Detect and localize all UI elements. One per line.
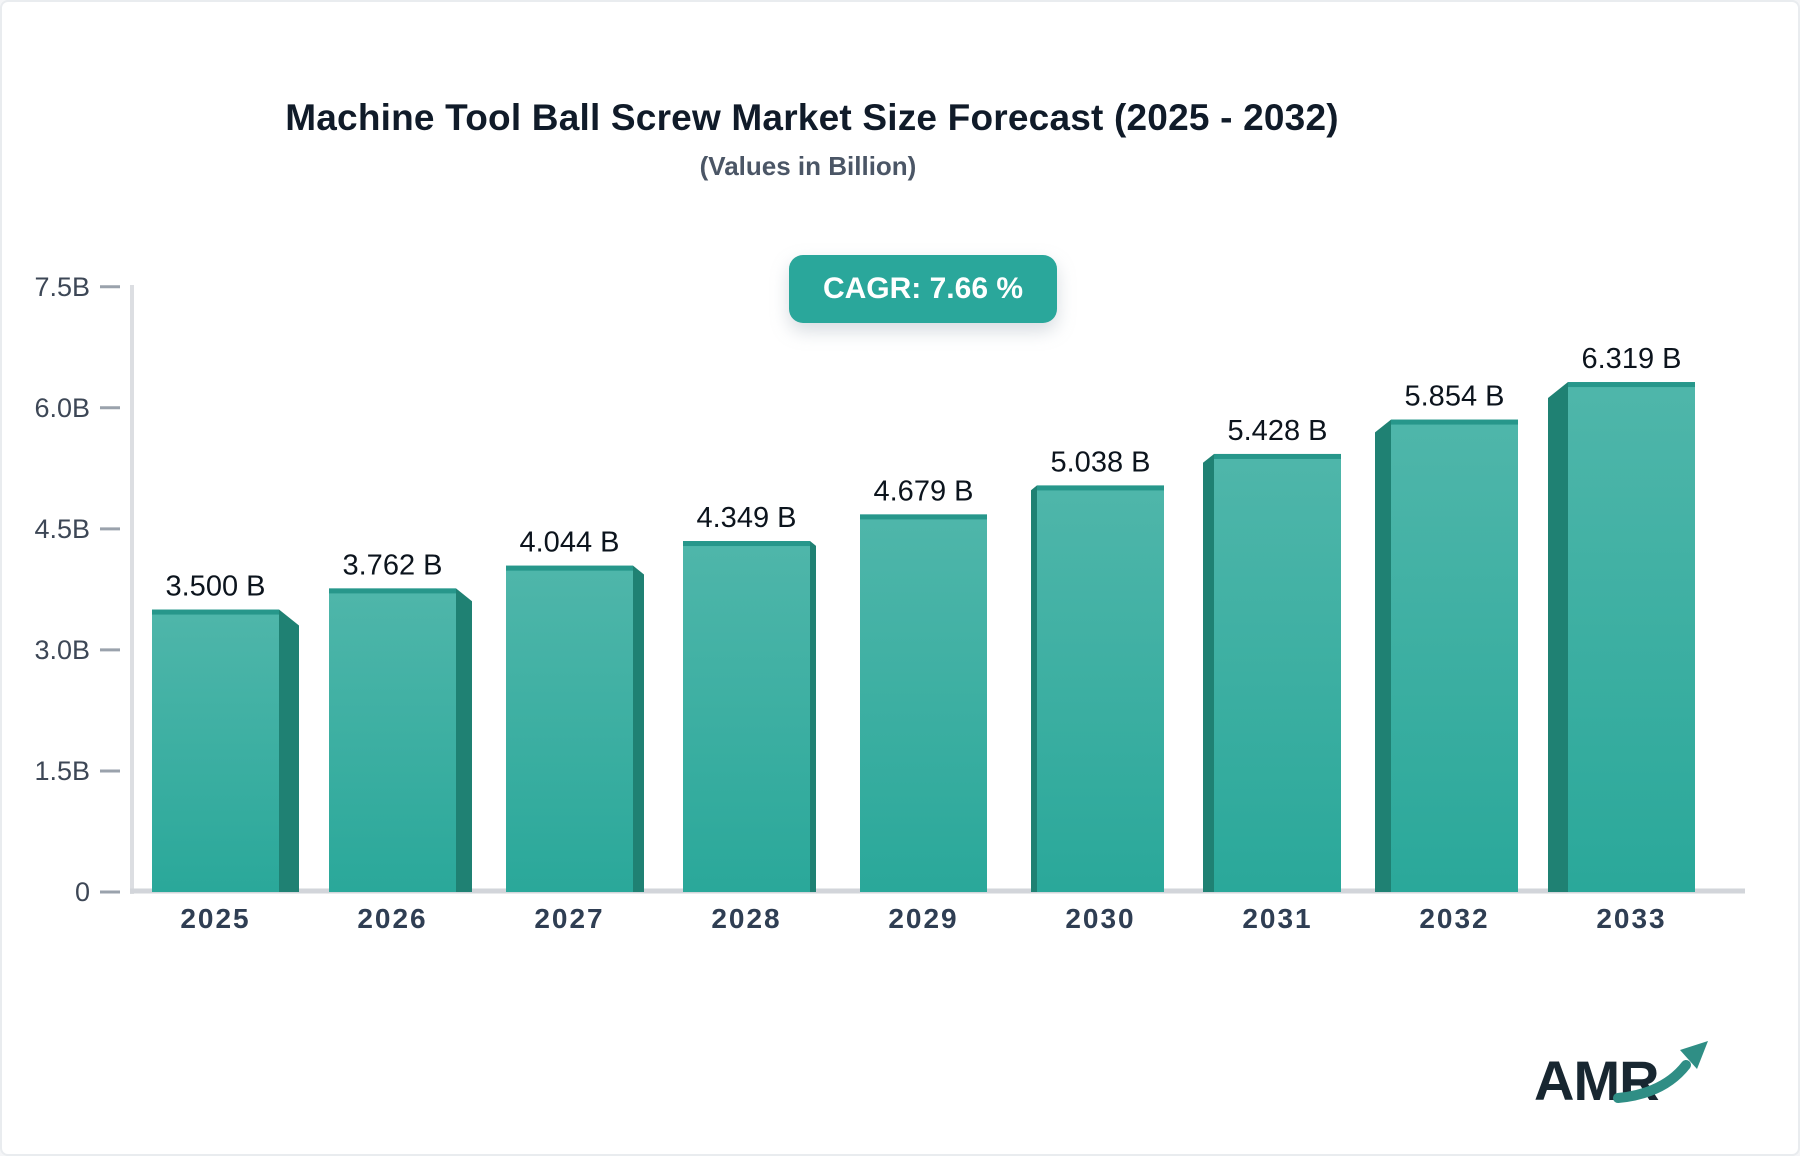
- bar-2029: [860, 514, 987, 892]
- y-tick-label-4.5B: 4.5B: [34, 514, 90, 544]
- cagr-badge: CAGR: 7.66 %: [789, 255, 1057, 323]
- value-label-2031: 5.428 B: [1228, 415, 1328, 447]
- bar-top-edge-2030: [1037, 485, 1164, 491]
- x-label-2027: 2027: [534, 903, 604, 934]
- bar-top-edge-2031: [1214, 453, 1341, 459]
- bar-2028: [683, 541, 810, 892]
- bar-side-2026: [456, 588, 472, 892]
- x-label-2028: 2028: [711, 903, 781, 934]
- bar-top-edge-2029: [860, 514, 987, 520]
- x-label-2025: 2025: [180, 903, 250, 934]
- x-label-2029: 2029: [888, 903, 958, 934]
- bar-top-edge-2028: [683, 541, 810, 547]
- bar-top-edge-2026: [329, 588, 456, 594]
- value-label-2029: 4.679 B: [874, 475, 974, 507]
- bar-2026: [329, 588, 456, 892]
- y-tick-label-3.0B: 3.0B: [34, 635, 90, 665]
- bar-side-2033: [1548, 382, 1568, 892]
- value-label-2033: 6.319 B: [1582, 343, 1682, 375]
- amr-logo-text: AMR: [1534, 1049, 1659, 1112]
- bar-2027: [506, 565, 633, 892]
- amr-logo-arrow-swoosh: [1613, 1060, 1691, 1103]
- bar-side-2031: [1203, 453, 1214, 892]
- x-label-2032: 2032: [1419, 903, 1489, 934]
- value-label-2027: 4.044 B: [520, 527, 620, 559]
- bar-top-edge-2032: [1391, 419, 1518, 425]
- amr-logo-graphic: AMR: [1534, 1041, 1708, 1112]
- bar-top-edge-2027: [506, 565, 633, 571]
- bar-side-2027: [633, 565, 644, 892]
- x-label-2030: 2030: [1065, 903, 1135, 934]
- y-tick-label-0: 0: [75, 877, 90, 907]
- bar-side-2025: [279, 609, 299, 892]
- x-label-2031: 2031: [1242, 903, 1312, 934]
- value-label-2032: 5.854 B: [1405, 381, 1505, 413]
- value-label-2030: 5.038 B: [1051, 446, 1151, 478]
- chart-subtitle: (Values in Billion): [699, 151, 917, 181]
- chart-title: Machine Tool Ball Screw Market Size Fore…: [285, 97, 1339, 138]
- y-tick-label-6.0B: 6.0B: [34, 393, 90, 423]
- amr-logo: AMR: [1534, 1028, 1754, 1133]
- bar-2030: [1037, 485, 1164, 892]
- bar-side-2032: [1375, 419, 1391, 892]
- bar-2032: [1391, 419, 1518, 892]
- y-tick-label-7.5B: 7.5B: [34, 272, 90, 302]
- value-label-2025: 3.500 B: [166, 571, 266, 603]
- bar-top-edge-2033: [1568, 382, 1695, 388]
- bar-top-edge-2025: [152, 609, 279, 615]
- value-label-2028: 4.349 B: [697, 502, 797, 534]
- bar-2031: [1214, 453, 1341, 892]
- bar-side-2028: [810, 541, 816, 892]
- bar-2033: [1568, 382, 1695, 892]
- y-tick-label-1.5B: 1.5B: [34, 756, 90, 786]
- amr-logo-arrow-head: [1680, 1041, 1708, 1069]
- x-label-2026: 2026: [357, 903, 427, 934]
- bar-2025: [152, 609, 279, 892]
- value-label-2026: 3.762 B: [343, 549, 443, 581]
- bar-side-2030: [1031, 485, 1037, 892]
- x-label-2033: 2033: [1596, 903, 1666, 934]
